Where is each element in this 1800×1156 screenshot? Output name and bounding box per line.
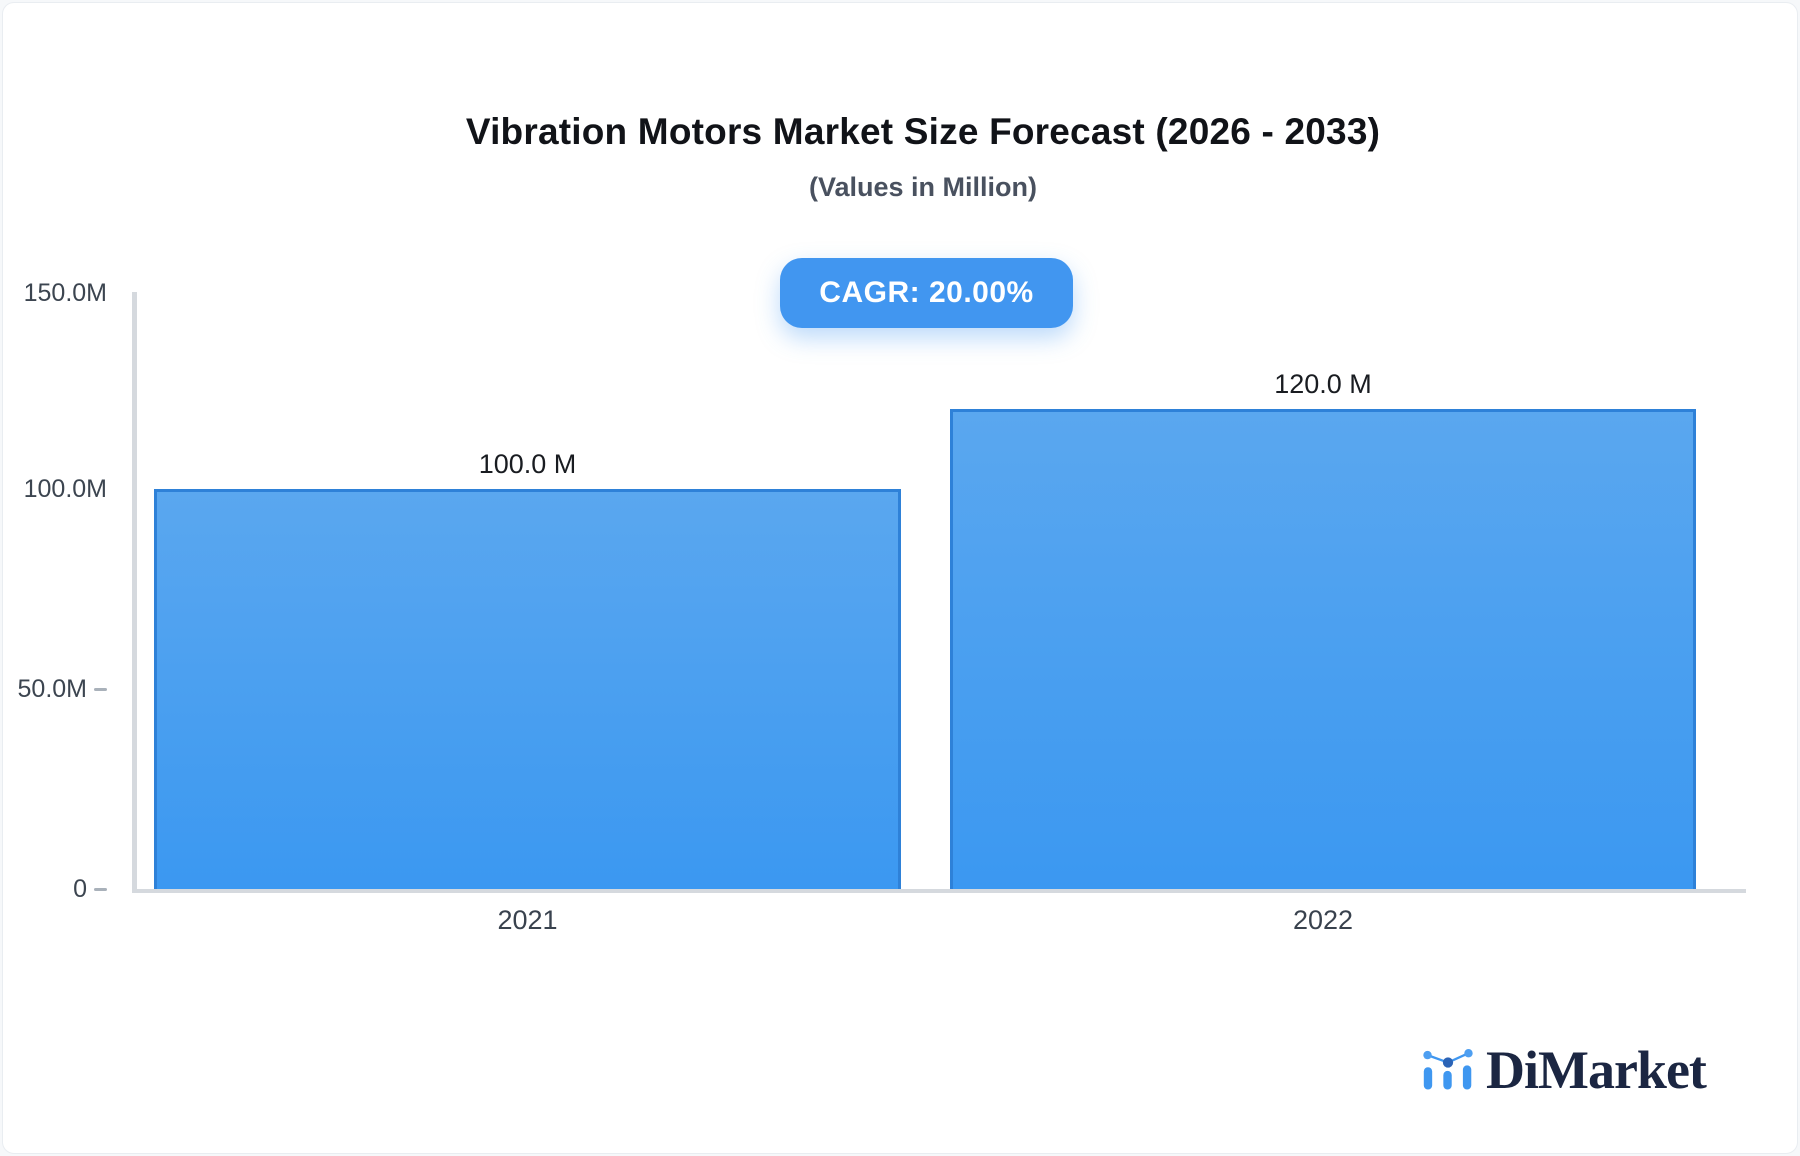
y-tick-row: 0 [3, 874, 107, 904]
cagr-badge: CAGR: 20.00% [780, 258, 1073, 328]
bar-value-label: 120.0 M [1274, 369, 1372, 399]
cagr-badge-label: CAGR: 20.00% [819, 276, 1034, 309]
y-tick-label: 150.0M [23, 278, 107, 307]
brand-logo: DiMarket [1421, 1040, 1707, 1100]
x-axis-label-2022: 2022 [1292, 905, 1354, 935]
chart-subtitle: (Values in Million) [808, 172, 1038, 202]
x-axis-line [132, 889, 1746, 893]
bar-2021 [154, 489, 901, 889]
bar-chart-logo-icon [1421, 1047, 1475, 1093]
bar-2022 [950, 409, 1696, 889]
y-tick-mark [94, 687, 107, 691]
y-tick-row: 150.0M [3, 278, 107, 308]
y-tick-label: 50.0M [17, 674, 87, 703]
y-tick-label: 0 [73, 874, 87, 903]
brand-logo-text: DiMarket [1486, 1040, 1707, 1100]
y-tick-row: 50.0M [3, 674, 107, 704]
x-axis-label-2021: 2021 [497, 905, 558, 935]
y-tick-row: 100.0M [3, 474, 107, 504]
y-tick-label: 100.0M [23, 474, 107, 503]
y-tick-mark [94, 887, 107, 891]
y-axis-line [132, 292, 137, 893]
chart-title: Vibration Motors Market Size Forecast (2… [465, 111, 1381, 152]
bar-value-label: 100.0 M [478, 449, 577, 479]
